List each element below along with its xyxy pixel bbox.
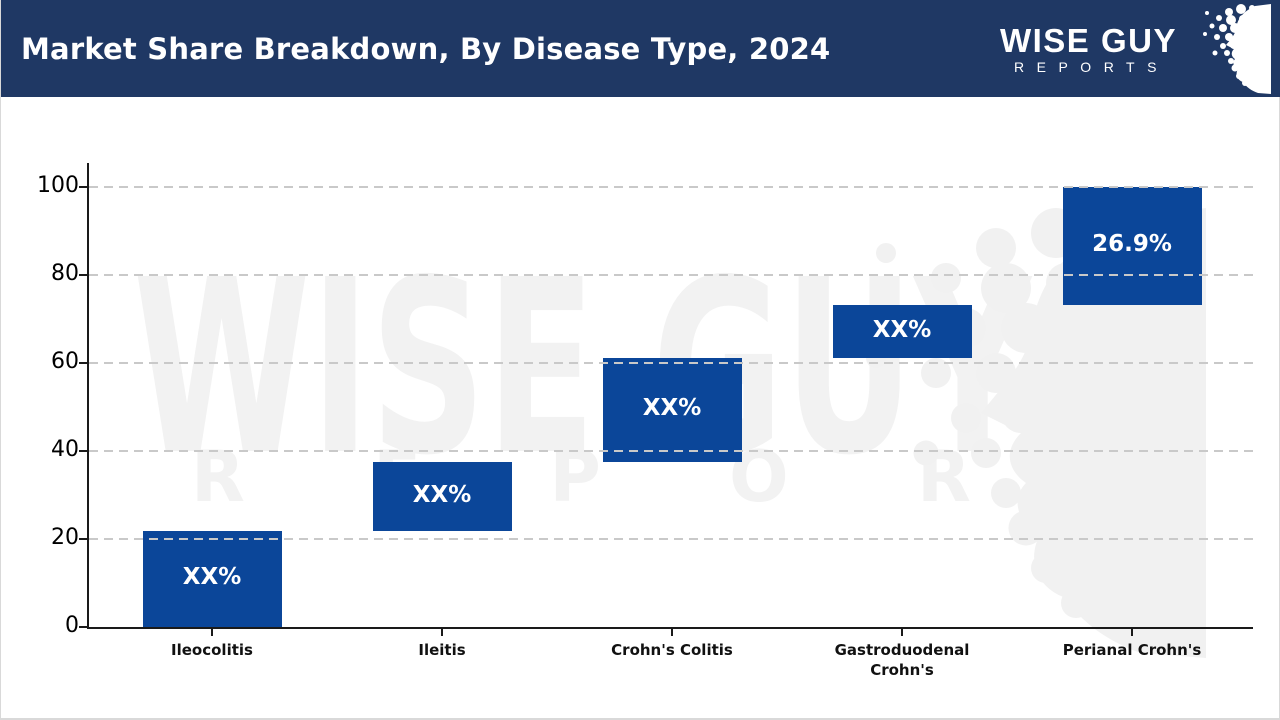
category-label: Ileitis — [418, 641, 466, 659]
x-axis-tick — [1131, 629, 1133, 636]
bar-value-label: XX% — [872, 316, 932, 343]
bar-segment — [1062, 187, 1202, 306]
header: Market Share Breakdown, By Disease Type,… — [1, 0, 1280, 97]
bar-value-label: XX% — [642, 395, 702, 422]
category-label: Crohn's Colitis — [611, 641, 733, 659]
category-label: Gastroduodenal Crohn's — [834, 641, 970, 680]
bar-value-label: XX% — [182, 564, 242, 591]
y-tick-label: 60 — [51, 349, 79, 374]
y-tick-label: 40 — [51, 437, 79, 462]
y-tick-label: 100 — [37, 173, 79, 198]
y-tick-label: 80 — [51, 261, 79, 286]
y-axis-tick — [79, 186, 87, 188]
bar-segment — [602, 358, 742, 462]
wiseguy-face-icon — [1203, 3, 1271, 94]
y-axis-tick — [79, 362, 87, 364]
y-tick-label: 0 — [65, 613, 79, 638]
bar-segment — [832, 305, 972, 359]
y-axis-tick — [79, 450, 87, 452]
gridline — [89, 186, 1253, 188]
y-axis-tick — [79, 538, 87, 540]
x-axis — [87, 627, 1253, 629]
wiseguy-logo: WISE GUY REPORTS — [999, 3, 1271, 94]
y-axis-tick — [79, 626, 87, 628]
page-title: Market Share Breakdown, By Disease Type,… — [21, 31, 831, 66]
x-axis-tick — [441, 629, 443, 636]
gridline — [89, 450, 1253, 452]
gridline — [89, 538, 1253, 540]
category-label: Perianal Crohn's — [1062, 641, 1202, 659]
x-axis-tick — [211, 629, 213, 636]
y-axis — [87, 163, 89, 629]
gridline — [89, 274, 1253, 276]
bar-segment — [372, 462, 512, 532]
x-axis-tick — [671, 629, 673, 636]
watermark-wordmark: WISE GUY — [133, 228, 1031, 508]
x-axis-tick — [901, 629, 903, 636]
bar-value-label: XX% — [412, 481, 472, 508]
y-tick-label: 20 — [51, 525, 79, 550]
category-label: Ileocolitis — [171, 641, 253, 659]
bar-segment — [142, 531, 282, 627]
bar-value-label: 26.9% — [1092, 231, 1172, 258]
y-axis-tick — [79, 274, 87, 276]
logo-wordmark: WISE GUY — [999, 21, 1177, 59]
logo-subtitle: REPORTS — [1014, 58, 1169, 75]
gridline — [89, 362, 1253, 364]
